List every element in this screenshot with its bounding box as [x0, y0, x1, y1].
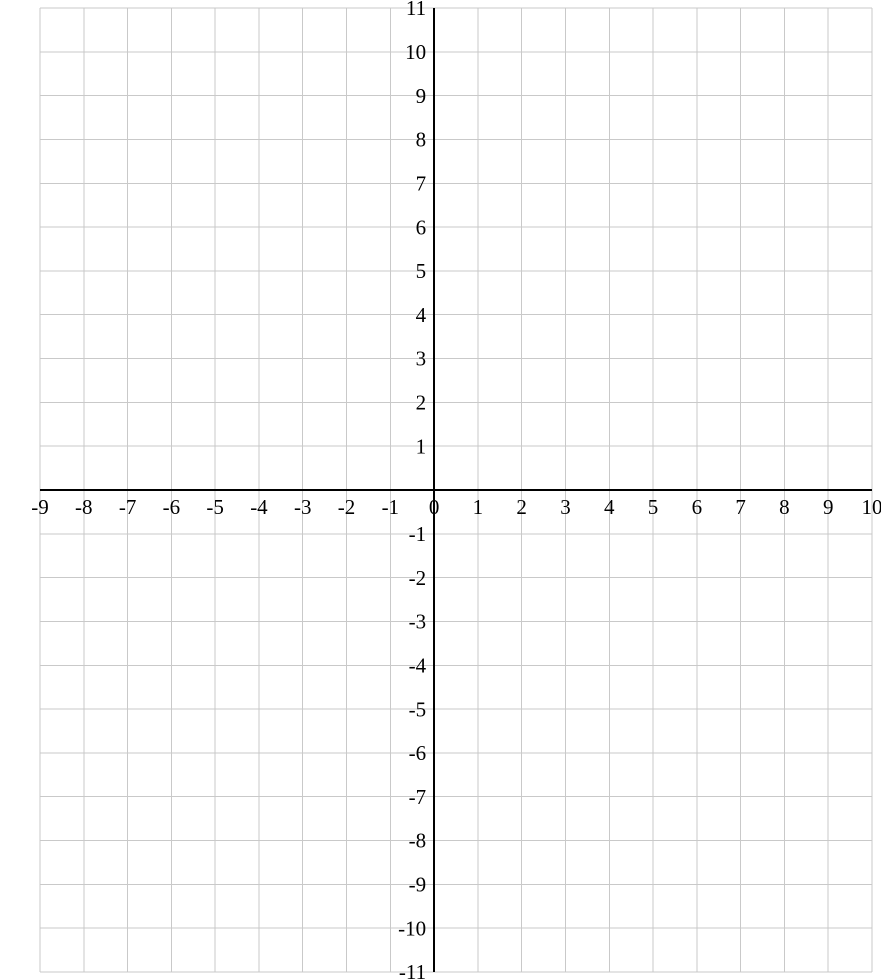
x-tick-label: 5: [648, 495, 659, 519]
x-tick-label: 7: [735, 495, 746, 519]
y-tick-label: -2: [409, 566, 427, 590]
x-tick-label: 2: [516, 495, 527, 519]
y-tick-label: -3: [409, 610, 427, 634]
y-tick-label: -5: [409, 697, 427, 721]
x-tick-label: -4: [250, 495, 268, 519]
x-tick-label: 3: [560, 495, 571, 519]
y-tick-label: 7: [416, 171, 427, 195]
y-tick-label: -6: [409, 741, 427, 765]
y-tick-label: -9: [409, 873, 427, 897]
x-tick-label: -9: [31, 495, 49, 519]
x-tick-label: 9: [823, 495, 834, 519]
y-tick-label: 9: [416, 84, 427, 108]
y-tick-label: 3: [416, 347, 427, 371]
x-tick-label: 10: [862, 495, 881, 519]
x-tick-label: -8: [75, 495, 93, 519]
y-tick-label: 6: [416, 215, 427, 239]
y-tick-label: -7: [409, 785, 427, 809]
y-tick-label: 8: [416, 128, 427, 152]
x-tick-label: -5: [206, 495, 224, 519]
y-tick-label: -11: [399, 960, 426, 979]
x-tick-label: -2: [338, 495, 356, 519]
y-tick-label: 5: [416, 259, 427, 283]
y-tick-label: 11: [406, 0, 426, 20]
y-tick-label: -10: [398, 916, 426, 940]
y-tick-label: 10: [405, 40, 426, 64]
y-tick-label: -8: [409, 829, 427, 853]
y-tick-label: -4: [409, 653, 427, 677]
x-tick-label: -1: [382, 495, 400, 519]
x-tick-label: 4: [604, 495, 615, 519]
x-tick-label: 0: [429, 495, 440, 519]
x-tick-label: 8: [779, 495, 790, 519]
chart-container: -9-8-7-6-5-4-3-2-1012345678910-11-10-9-8…: [0, 0, 881, 979]
x-tick-label: -3: [294, 495, 312, 519]
y-tick-label: 2: [416, 391, 427, 415]
y-tick-label: 4: [416, 303, 427, 327]
x-tick-label: -7: [119, 495, 137, 519]
x-tick-label: -6: [163, 495, 181, 519]
x-tick-label: 1: [473, 495, 484, 519]
y-tick-label: -1: [409, 522, 427, 546]
cartesian-grid-svg: -9-8-7-6-5-4-3-2-1012345678910-11-10-9-8…: [0, 0, 881, 979]
y-tick-label: 1: [416, 434, 427, 458]
x-tick-label: 6: [692, 495, 703, 519]
